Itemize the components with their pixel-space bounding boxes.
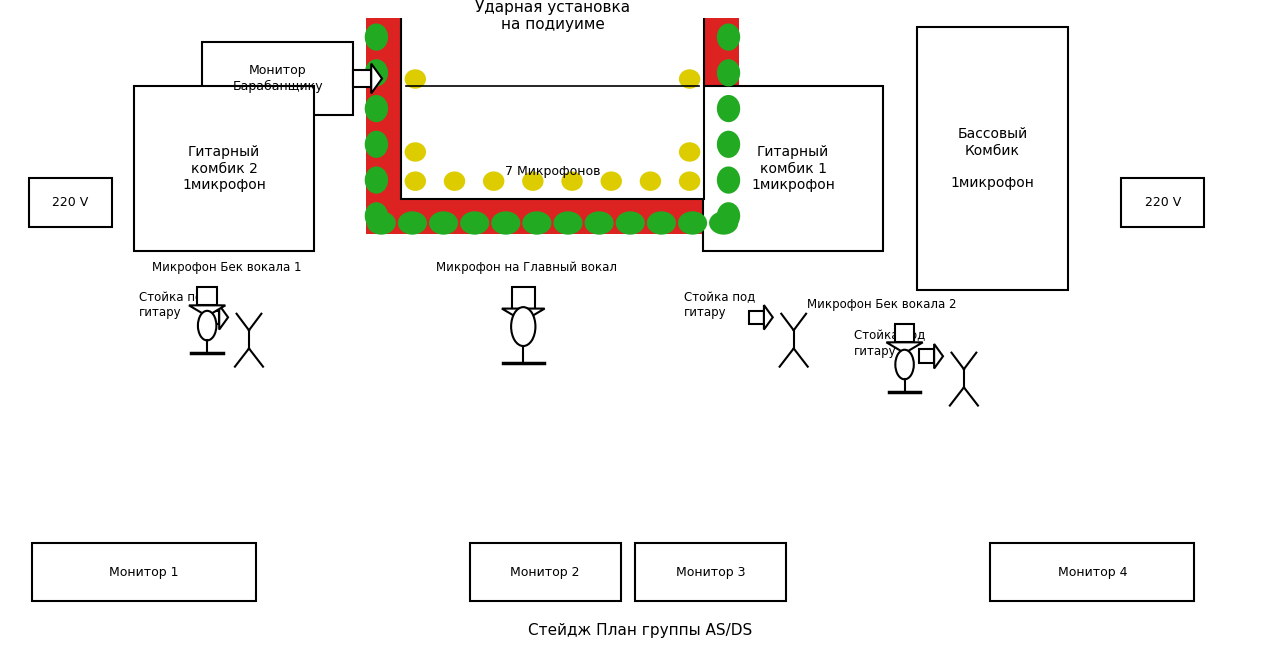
Text: Стейдж План группы AS/DS: Стейдж План группы AS/DS [527, 623, 753, 638]
Ellipse shape [585, 211, 613, 235]
Ellipse shape [717, 166, 740, 194]
Ellipse shape [678, 70, 700, 89]
Bar [918, 27, 1068, 290]
Ellipse shape [522, 211, 552, 235]
Ellipse shape [640, 172, 662, 191]
Ellipse shape [553, 211, 582, 235]
Text: Монитор
Барабанщику: Монитор Барабанщику [233, 64, 323, 92]
Polygon shape [219, 305, 228, 330]
Ellipse shape [600, 172, 622, 191]
Polygon shape [895, 324, 914, 343]
Text: Монитор 4: Монитор 4 [1057, 566, 1128, 578]
Ellipse shape [366, 211, 396, 235]
Text: Стойка под
гитару: Стойка под гитару [854, 330, 925, 358]
Ellipse shape [404, 172, 426, 191]
Ellipse shape [678, 0, 700, 10]
Ellipse shape [717, 0, 740, 15]
Ellipse shape [640, 0, 662, 10]
Ellipse shape [404, 70, 426, 89]
Ellipse shape [895, 350, 914, 380]
Text: Гитарный
комбик 1
1микрофон: Гитарный комбик 1 1микрофон [751, 146, 835, 192]
Polygon shape [502, 309, 545, 321]
Ellipse shape [678, 211, 707, 235]
Ellipse shape [444, 172, 465, 191]
Bar [401, 0, 704, 199]
Polygon shape [189, 306, 225, 316]
Bar [32, 543, 256, 601]
Ellipse shape [404, 0, 426, 16]
Text: Микрофон на Главный вокал: Микрофон на Главный вокал [435, 261, 617, 274]
Ellipse shape [717, 95, 740, 122]
Ellipse shape [429, 211, 458, 235]
Ellipse shape [365, 166, 388, 194]
Ellipse shape [717, 131, 740, 158]
Ellipse shape [198, 311, 216, 341]
Polygon shape [512, 287, 535, 309]
Ellipse shape [444, 0, 465, 10]
Polygon shape [934, 344, 943, 369]
Text: Монитор 1: Монитор 1 [109, 566, 179, 578]
Ellipse shape [365, 95, 388, 122]
Ellipse shape [365, 23, 388, 51]
Text: Стойка под
гитару: Стойка под гитару [684, 291, 755, 318]
Ellipse shape [709, 211, 739, 235]
Bar [703, 86, 883, 251]
Polygon shape [353, 70, 371, 87]
Ellipse shape [492, 211, 521, 235]
Ellipse shape [717, 23, 740, 51]
Text: Бассовый
Комбик

1микрофон: Бассовый Комбик 1микрофон [951, 127, 1034, 190]
Text: Микрофон Бек вокала 1: Микрофон Бек вокала 1 [152, 261, 301, 274]
Polygon shape [886, 343, 923, 353]
Text: Стойка под
гитару: Стойка под гитару [140, 291, 210, 318]
Ellipse shape [562, 172, 582, 191]
Polygon shape [205, 311, 219, 324]
Polygon shape [749, 311, 764, 324]
Bar [29, 178, 111, 227]
Ellipse shape [717, 59, 740, 86]
Bar [202, 42, 353, 115]
Ellipse shape [600, 0, 622, 10]
Ellipse shape [365, 131, 388, 158]
Ellipse shape [616, 211, 645, 235]
Ellipse shape [365, 202, 388, 229]
Ellipse shape [678, 0, 700, 16]
Ellipse shape [717, 202, 740, 229]
Text: Монитор 2: Монитор 2 [511, 566, 580, 578]
Polygon shape [197, 287, 218, 306]
Text: 220 V: 220 V [1144, 196, 1181, 209]
Bar [366, 0, 740, 234]
Text: Ударная установка
на подиуиме: Ударная установка на подиуиме [475, 0, 630, 32]
Ellipse shape [365, 59, 388, 86]
Polygon shape [919, 350, 934, 363]
Ellipse shape [365, 0, 388, 15]
Ellipse shape [404, 142, 426, 162]
Ellipse shape [678, 142, 700, 162]
Text: 220 V: 220 V [52, 196, 88, 209]
Ellipse shape [483, 172, 504, 191]
Ellipse shape [678, 172, 700, 191]
Ellipse shape [404, 0, 426, 10]
Ellipse shape [483, 0, 504, 10]
Polygon shape [764, 305, 773, 330]
Bar [470, 543, 621, 601]
Ellipse shape [511, 307, 535, 346]
Bar [134, 86, 314, 251]
Ellipse shape [646, 211, 676, 235]
Text: Микрофон Бек вокала 2: Микрофон Бек вокала 2 [808, 298, 957, 311]
Ellipse shape [398, 211, 428, 235]
Text: Монитор 3: Монитор 3 [676, 566, 745, 578]
Bar [991, 543, 1194, 601]
Ellipse shape [522, 0, 544, 10]
Text: 7 Микрофонов: 7 Микрофонов [504, 165, 600, 178]
Ellipse shape [522, 172, 544, 191]
Bar [635, 543, 786, 601]
Ellipse shape [562, 0, 582, 10]
Ellipse shape [460, 211, 489, 235]
Bar [1121, 178, 1204, 227]
Polygon shape [371, 64, 381, 94]
Text: Гитарный
комбик 2
1микрофон: Гитарный комбик 2 1микрофон [182, 146, 266, 192]
